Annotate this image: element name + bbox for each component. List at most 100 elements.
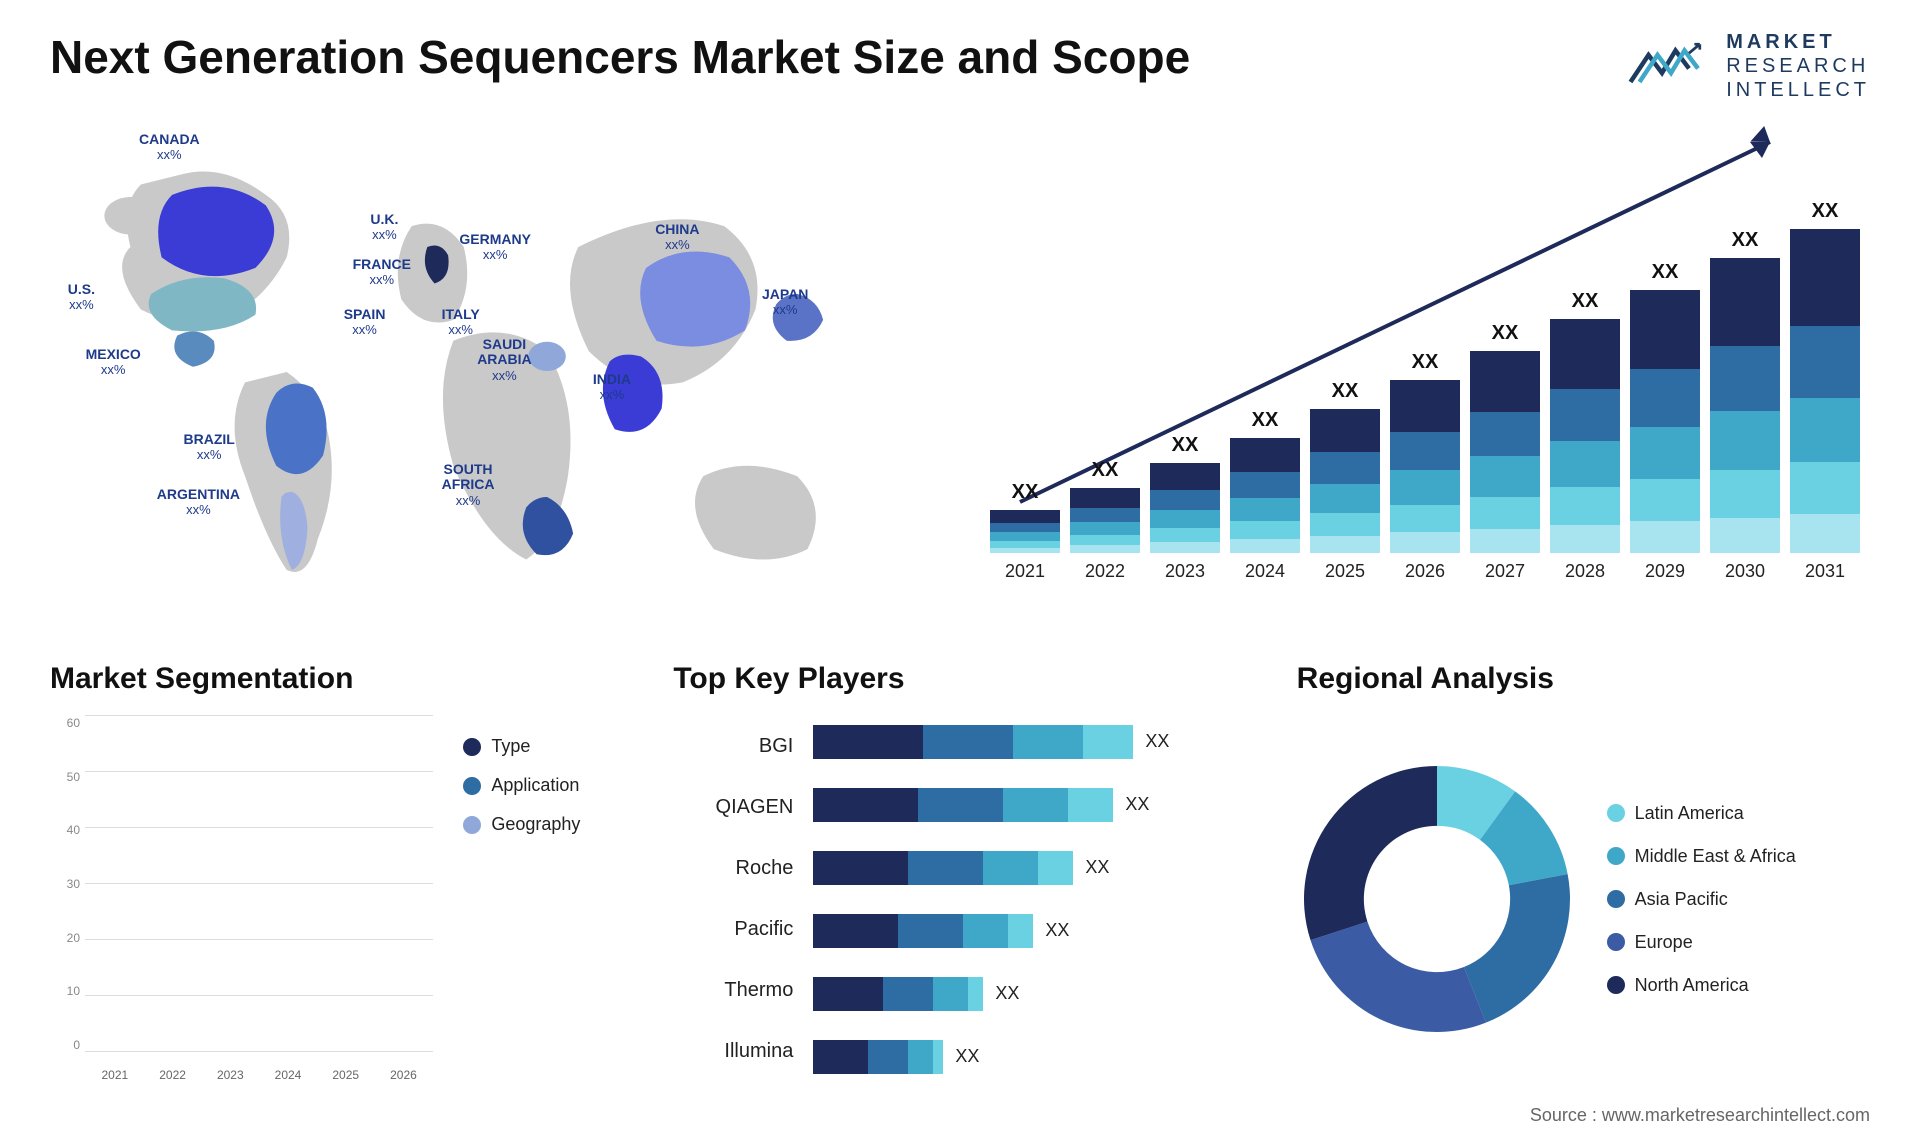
donut-slice — [1464, 874, 1570, 1023]
player-row: XX — [813, 977, 1246, 1011]
legend-item: Application — [463, 775, 623, 796]
segmentation-year-label: 2021 — [90, 1068, 140, 1082]
player-label: BGI — [673, 735, 793, 758]
growth-bar: XX 2030 — [1710, 229, 1780, 582]
map-country-label: CANADAxx% — [139, 132, 200, 163]
map-country-label: MEXICOxx% — [86, 347, 141, 378]
growth-bar-year: 2023 — [1165, 561, 1205, 582]
growth-bar: XX 2024 — [1230, 409, 1300, 582]
growth-bar-value: XX — [1172, 434, 1199, 457]
player-row: XX — [813, 725, 1246, 759]
legend-item: North America — [1607, 975, 1796, 996]
player-row: XX — [813, 914, 1246, 948]
growth-bar-value: XX — [1412, 351, 1439, 374]
legend-item: Latin America — [1607, 803, 1796, 824]
legend-item: Geography — [463, 814, 623, 835]
growth-bar-year: 2027 — [1485, 561, 1525, 582]
logo-text-1: MARKET — [1726, 30, 1870, 54]
segmentation-year-label: 2024 — [263, 1068, 313, 1082]
growth-bar-value: XX — [1092, 459, 1119, 482]
regional-panel: Regional Analysis Latin America Middle Ea… — [1297, 662, 1870, 1082]
map-country-label: U.K.xx% — [370, 212, 398, 243]
map-country-label: FRANCExx% — [353, 257, 411, 288]
player-label: QIAGEN — [673, 796, 793, 819]
legend-item: Asia Pacific — [1607, 889, 1796, 910]
logo-text-2: RESEARCH — [1726, 54, 1870, 78]
brand-logo: MARKET RESEARCH INTELLECT — [1626, 30, 1870, 102]
regional-title: Regional Analysis — [1297, 662, 1870, 696]
growth-bar: XX 2027 — [1470, 322, 1540, 582]
segmentation-panel: Market Segmentation 0102030405060 202120… — [50, 662, 623, 1082]
segmentation-legend: Type Application Geography — [463, 716, 623, 1082]
segmentation-year-label: 2025 — [321, 1068, 371, 1082]
player-label: Roche — [673, 857, 793, 880]
growth-bar: XX2031 — [1790, 200, 1860, 582]
growth-bar: XX 2028 — [1550, 290, 1620, 582]
source-attribution: Source : www.marketresearchintellect.com — [1530, 1105, 1870, 1126]
growth-bar: XX 2022 — [1070, 459, 1140, 582]
map-country-label: ARGENTINAxx% — [157, 487, 240, 518]
map-country-label: CHINAxx% — [655, 222, 699, 253]
regional-legend: Latin America Middle East & Africa Asia Pa… — [1607, 803, 1796, 996]
growth-bar-year: 2030 — [1725, 561, 1765, 582]
map-country-label: BRAZILxx% — [184, 432, 235, 463]
growth-bar-value: XX — [1812, 200, 1839, 223]
map-country-label: GERMANYxx% — [459, 232, 531, 263]
player-value: XX — [1145, 731, 1169, 752]
players-panel: Top Key Players BGI QIAGEN Roche Pacific The… — [673, 662, 1246, 1082]
logo-text-3: INTELLECT — [1726, 78, 1870, 102]
map-country-label: INDIAxx% — [593, 372, 631, 403]
growth-bar-value: XX — [1012, 481, 1039, 504]
segmentation-chart: 0102030405060 202120222023202420252026 — [50, 716, 433, 1082]
segmentation-title: Market Segmentation — [50, 662, 623, 696]
player-value: XX — [955, 1046, 979, 1067]
player-row: XX — [813, 851, 1246, 885]
map-country-label: U.S.xx% — [68, 282, 95, 313]
growth-bar-value: XX — [1732, 229, 1759, 252]
legend-item: Middle East & Africa — [1607, 846, 1796, 867]
player-value: XX — [1045, 920, 1069, 941]
player-label: Illumina — [673, 1040, 793, 1063]
segmentation-year-label: 2022 — [148, 1068, 198, 1082]
growth-bar-value: XX — [1492, 322, 1519, 345]
map-country-label: JAPANxx% — [762, 287, 808, 318]
player-value: XX — [1125, 794, 1149, 815]
growth-bar: XX 2021 — [990, 481, 1060, 582]
player-label: Pacific — [673, 918, 793, 941]
legend-item: Type — [463, 736, 623, 757]
growth-bar: XX 2023 — [1150, 434, 1220, 582]
player-value: XX — [1085, 857, 1109, 878]
segmentation-year-label: 2023 — [205, 1068, 255, 1082]
growth-bar-year: 2021 — [1005, 561, 1045, 582]
growth-bar-year: 2024 — [1245, 561, 1285, 582]
growth-bar-year: 2026 — [1405, 561, 1445, 582]
map-country-label: SOUTHAFRICAxx% — [442, 462, 495, 508]
growth-bar-year: 2029 — [1645, 561, 1685, 582]
map-country-label: ITALYxx% — [442, 307, 480, 338]
donut-slice — [1310, 922, 1485, 1032]
growth-chart-panel: XX2021XX2022XX2023XX2024XX2025XX2026XX20… — [980, 122, 1870, 622]
growth-bar: XX 2026 — [1390, 351, 1460, 582]
growth-bar: XX 2029 — [1630, 261, 1700, 582]
map-country-label: SPAINxx% — [344, 307, 386, 338]
player-label: Thermo — [673, 979, 793, 1002]
players-bars: XX XX XX XX XX XX — [813, 716, 1246, 1082]
growth-bar-value: XX — [1332, 380, 1359, 403]
growth-bar: XX 2025 — [1310, 380, 1380, 582]
players-title: Top Key Players — [673, 662, 1246, 696]
donut-slice — [1304, 766, 1437, 940]
regional-donut-chart — [1297, 759, 1577, 1039]
segmentation-year-label: 2026 — [379, 1068, 429, 1082]
player-row: XX — [813, 788, 1246, 822]
player-row: XX — [813, 1040, 1246, 1074]
legend-item: Europe — [1607, 932, 1796, 953]
page-title: Next Generation Sequencers Market Size a… — [50, 30, 1190, 84]
growth-bar-year: 2028 — [1565, 561, 1605, 582]
growth-bar-year: 2022 — [1085, 561, 1125, 582]
world-map-panel: CANADAxx% U.S.xx% MEXICOxx% BRAZILxx% ARGENT… — [50, 122, 940, 622]
player-value: XX — [995, 983, 1019, 1004]
growth-bar-value: XX — [1252, 409, 1279, 432]
growth-bar-value: XX — [1652, 261, 1679, 284]
growth-bar-value: XX — [1572, 290, 1599, 313]
growth-bar-year: 2025 — [1325, 561, 1365, 582]
